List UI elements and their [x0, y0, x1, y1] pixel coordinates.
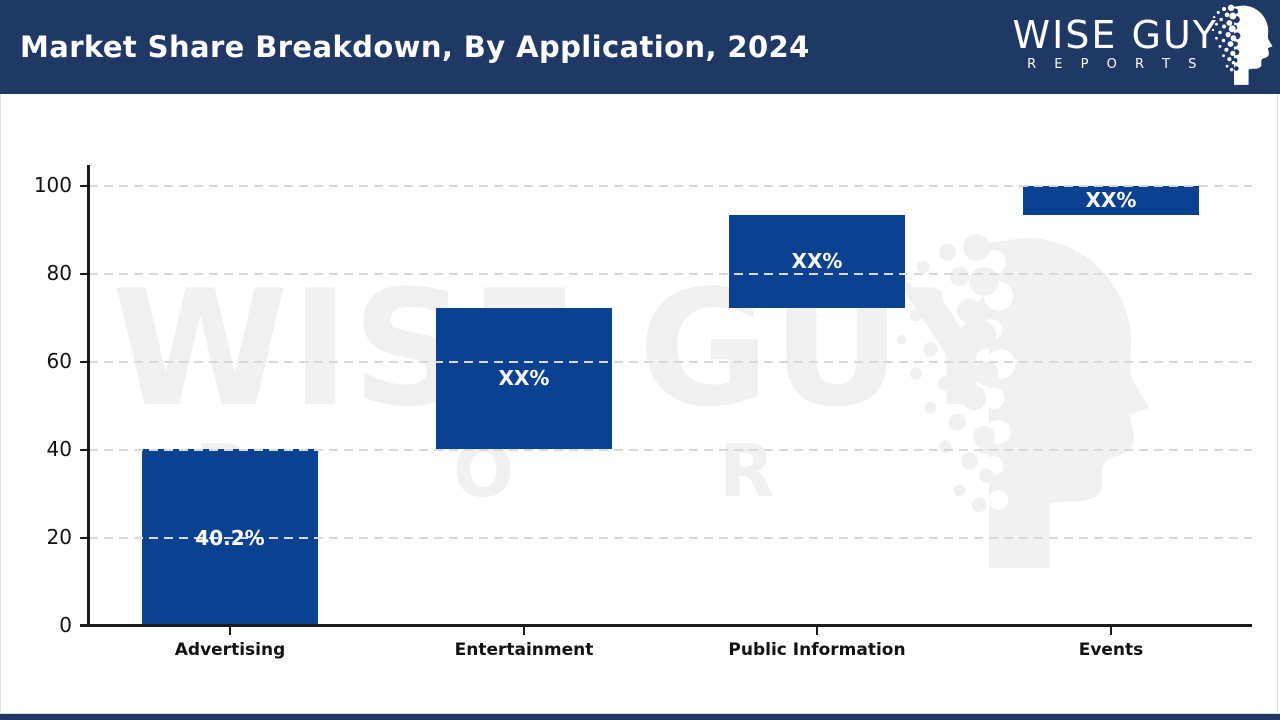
x-category-label: Advertising — [174, 640, 286, 660]
y-tick-label: 20 — [46, 525, 72, 549]
y-tick-mark — [80, 273, 89, 275]
y-tick-label: 100 — [33, 173, 72, 197]
bar-value-label: XX% — [1085, 188, 1137, 213]
x-tick-mark — [523, 627, 525, 635]
gridline — [89, 449, 1252, 451]
x-axis-line — [80, 624, 1252, 627]
bar-value-label: 40.2% — [195, 525, 265, 550]
wise-guy-logo: WISE GUY R E P O R T S — [1013, 3, 1276, 85]
chart-title: Market Share Breakdown, By Application, … — [20, 30, 810, 64]
footer-bar — [0, 714, 1280, 720]
logo-line2: R E P O R T S — [1027, 56, 1204, 72]
logo-wordmark: WISE GUY R E P O R T S — [1012, 13, 1218, 72]
header-bar: Market Share Breakdown, By Application, … — [0, 0, 1280, 94]
x-category-label: Events — [1078, 640, 1144, 660]
gridline — [89, 361, 1252, 363]
x-tick-mark — [816, 627, 818, 635]
y-tick-mark — [80, 361, 89, 363]
x-category-label: Entertainment — [454, 640, 594, 660]
y-tick-mark — [80, 185, 89, 187]
wise-guy-head-icon — [1211, 4, 1273, 85]
logo-line1: WISE GUY — [1012, 13, 1218, 58]
y-tick-label: 60 — [46, 349, 72, 373]
y-axis-line — [87, 165, 90, 627]
bar-value-label: XX% — [498, 366, 550, 391]
bar-value-label: XX% — [791, 249, 843, 274]
bar-entertainment — [436, 307, 612, 450]
gridline — [89, 537, 1252, 539]
gridline — [89, 185, 1252, 187]
y-tick-mark — [80, 449, 89, 451]
y-tick-label: 0 — [59, 613, 72, 637]
y-tick-mark — [80, 537, 89, 539]
x-tick-mark — [1110, 627, 1112, 635]
bar-events — [1023, 186, 1199, 215]
x-tick-mark — [229, 627, 231, 635]
bar-public-information — [729, 214, 905, 308]
x-category-label: Public Information — [728, 640, 906, 660]
y-tick-label: 80 — [46, 261, 72, 285]
gridline — [89, 273, 1252, 275]
bottom-divider — [0, 713, 1280, 714]
y-tick-label: 40 — [46, 437, 72, 461]
